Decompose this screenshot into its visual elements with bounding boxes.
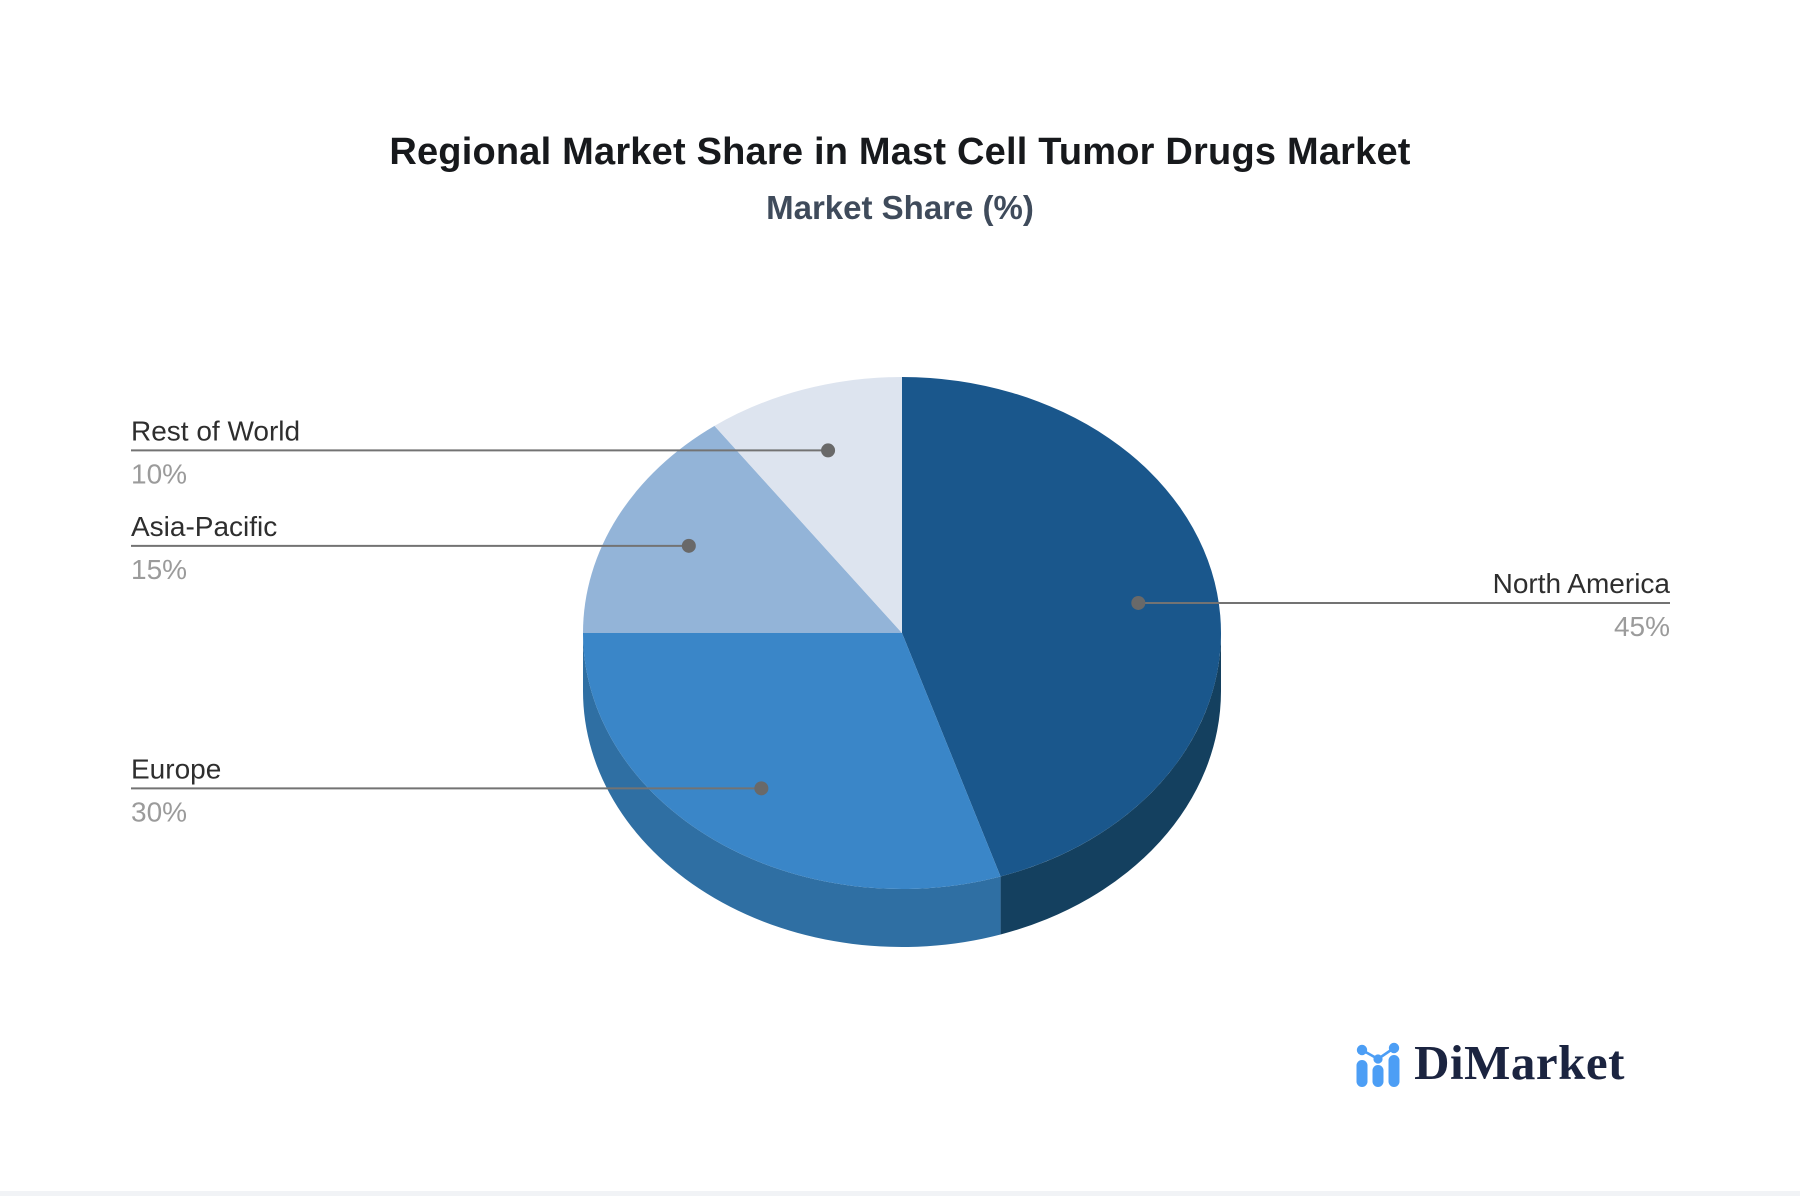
pie-slices bbox=[583, 377, 1221, 889]
pie-slice-asia-pacific[interactable] bbox=[583, 425, 902, 633]
brand-logo: DiMarket bbox=[1352, 1038, 1625, 1087]
bar-chart-logo-icon bbox=[1356, 1042, 1400, 1087]
slice-labels: North America 45% Europe 30% Asia-Pacific 15%… bbox=[131, 415, 1670, 827]
chart-subtitle: Market Share (%) bbox=[766, 189, 1034, 226]
pie-slice-europe-side bbox=[583, 633, 1001, 947]
pie-slice-north-america[interactable] bbox=[902, 377, 1221, 877]
leader-dot-north-america bbox=[1131, 595, 1146, 610]
pie-slice-europe[interactable] bbox=[583, 633, 1001, 889]
leader-dot-asia-pacific bbox=[681, 538, 696, 553]
leader-dot-rest-of-world bbox=[821, 443, 836, 458]
pie-slice-rest-of-world[interactable] bbox=[714, 377, 902, 633]
slice-value-asia-pacific: 15% bbox=[131, 554, 187, 585]
slice-value-rest-of-world: 10% bbox=[131, 458, 187, 489]
leader-dot-europe bbox=[754, 781, 769, 796]
slice-value-north-america: 45% bbox=[1614, 611, 1670, 642]
bottom-divider bbox=[0, 1191, 1800, 1196]
slice-label-asia-pacific: Asia-Pacific bbox=[131, 511, 277, 542]
slice-label-north-america: North America bbox=[1493, 568, 1671, 599]
pie-3d-sides bbox=[583, 633, 1221, 947]
slice-label-rest-of-world: Rest of World bbox=[131, 415, 300, 446]
slice-label-europe: Europe bbox=[131, 753, 221, 784]
brand-name: DiMarket bbox=[1414, 1035, 1625, 1090]
slice-value-europe: 30% bbox=[131, 796, 187, 827]
pie-slice-north-america-side bbox=[1000, 633, 1221, 935]
leader-lines bbox=[131, 443, 1670, 796]
chart-title: Regional Market Share in Mast Cell Tumor… bbox=[389, 131, 1411, 173]
